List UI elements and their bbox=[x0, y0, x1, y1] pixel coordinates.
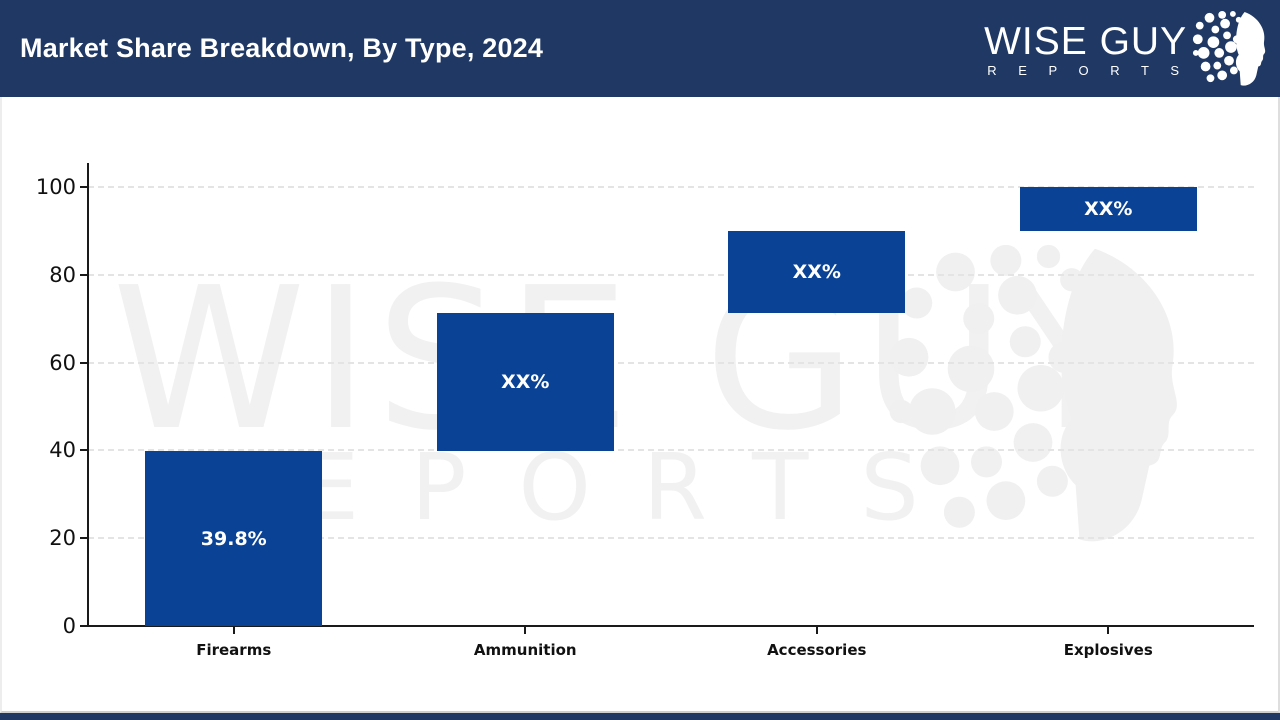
x-axis bbox=[87, 625, 1254, 627]
bar-segment-firearms: 39.8% bbox=[145, 451, 323, 626]
bar-segment-ammunition: XX% bbox=[436, 313, 614, 452]
page-title: Market Share Breakdown, By Type, 2024 bbox=[20, 33, 544, 63]
x-category-label: Accessories bbox=[767, 641, 867, 659]
gridline-y-20 bbox=[88, 537, 1254, 540]
header-bar: Market Share Breakdown, By Type, 2024 bbox=[0, 0, 1280, 97]
logo-subtitle: R E P O R T S bbox=[987, 62, 1188, 78]
logo-text: WISE GUY R E P O R T S bbox=[983, 19, 1188, 78]
x-tick-mark bbox=[232, 627, 235, 634]
y-tick-label: 0 bbox=[62, 614, 76, 638]
bar-value-label: XX% bbox=[792, 261, 841, 284]
wiseguy-face-icon bbox=[1192, 10, 1266, 86]
x-tick-mark bbox=[524, 627, 527, 634]
y-tick-mark bbox=[80, 186, 88, 188]
y-tick-mark bbox=[80, 537, 88, 540]
x-tick-mark bbox=[1107, 627, 1110, 634]
bar-segment-explosives: XX% bbox=[1019, 187, 1197, 231]
y-tick-mark bbox=[80, 625, 88, 627]
gridline-y-100 bbox=[88, 186, 1254, 188]
x-category-label: Ammunition bbox=[473, 641, 577, 659]
x-category-label: Firearms bbox=[196, 641, 272, 659]
y-tick-label: 80 bbox=[49, 262, 76, 287]
x-category-label: Explosives bbox=[1063, 641, 1153, 659]
footer-bar bbox=[0, 713, 1280, 720]
bar-value-label: XX% bbox=[1084, 197, 1133, 220]
bar-value-label: XX% bbox=[501, 371, 550, 394]
logo-wordmark: WISE GUY bbox=[984, 19, 1188, 63]
gridline-y-60 bbox=[88, 361, 1254, 364]
y-tick-label: 60 bbox=[49, 350, 76, 375]
y-tick-label: 40 bbox=[49, 438, 76, 463]
y-tick-label: 20 bbox=[49, 526, 76, 551]
x-tick-mark bbox=[815, 627, 818, 634]
y-tick-mark bbox=[80, 449, 88, 452]
gridline-y-40 bbox=[88, 449, 1254, 452]
watermark-text-line1: WISE GUY bbox=[112, 246, 1138, 474]
bar-value-label: 39.8% bbox=[200, 527, 267, 550]
y-tick-mark bbox=[80, 361, 88, 364]
y-axis bbox=[87, 163, 89, 627]
gridline-y-80 bbox=[88, 273, 1254, 276]
y-tick-mark bbox=[80, 273, 88, 276]
bar-segment-accessories: XX% bbox=[728, 230, 906, 314]
wiseguy-logo: WISE GUY R E P O R T S bbox=[983, 4, 1268, 94]
y-tick-label: 100 bbox=[35, 175, 76, 199]
